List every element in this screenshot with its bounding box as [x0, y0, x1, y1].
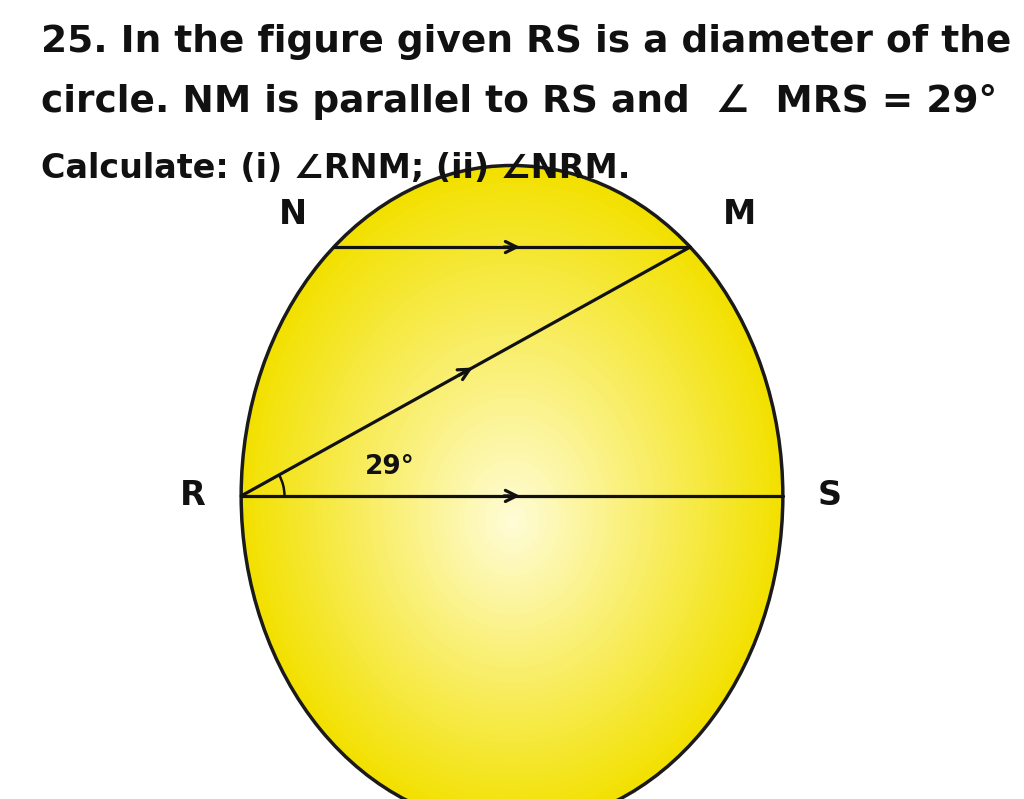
Ellipse shape — [492, 496, 532, 546]
Ellipse shape — [437, 425, 587, 606]
Ellipse shape — [356, 317, 668, 698]
Text: 25. In the figure given RS is a diameter of the: 25. In the figure given RS is a diameter… — [41, 24, 1012, 60]
Ellipse shape — [499, 505, 525, 539]
Ellipse shape — [417, 398, 607, 629]
Ellipse shape — [343, 300, 681, 713]
Ellipse shape — [255, 183, 769, 799]
Ellipse shape — [411, 389, 613, 637]
Ellipse shape — [315, 264, 709, 743]
Ellipse shape — [275, 210, 749, 789]
Ellipse shape — [323, 272, 701, 735]
Text: S: S — [818, 479, 842, 512]
Ellipse shape — [505, 514, 519, 531]
Ellipse shape — [431, 415, 593, 614]
Ellipse shape — [268, 201, 756, 796]
Ellipse shape — [302, 246, 722, 758]
Ellipse shape — [261, 193, 763, 799]
Ellipse shape — [289, 228, 735, 773]
Ellipse shape — [329, 282, 695, 728]
Ellipse shape — [242, 165, 782, 799]
Ellipse shape — [248, 174, 776, 799]
Ellipse shape — [403, 380, 621, 644]
Ellipse shape — [390, 362, 634, 659]
Ellipse shape — [465, 460, 559, 576]
Text: 29°: 29° — [365, 455, 415, 480]
Text: circle. NM is parallel to RS and  ∠  MRS = 29°: circle. NM is parallel to RS and ∠ MRS =… — [41, 84, 997, 120]
Ellipse shape — [451, 443, 573, 591]
Ellipse shape — [242, 165, 782, 799]
Ellipse shape — [282, 219, 742, 781]
Ellipse shape — [458, 451, 566, 584]
Ellipse shape — [295, 237, 729, 765]
Text: N: N — [279, 198, 307, 231]
Ellipse shape — [349, 308, 675, 705]
Ellipse shape — [370, 336, 654, 682]
Text: R: R — [180, 479, 206, 512]
Ellipse shape — [397, 371, 627, 652]
Text: Calculate: (i) ∠RNM; (ii) ∠NRM.: Calculate: (i) ∠RNM; (ii) ∠NRM. — [41, 152, 631, 185]
Ellipse shape — [377, 344, 647, 674]
Ellipse shape — [478, 479, 546, 561]
Ellipse shape — [424, 407, 600, 622]
Ellipse shape — [383, 353, 641, 667]
Ellipse shape — [309, 255, 715, 750]
Text: M: M — [723, 198, 756, 231]
Ellipse shape — [364, 326, 660, 690]
Ellipse shape — [471, 469, 553, 569]
Ellipse shape — [485, 487, 539, 554]
Ellipse shape — [336, 291, 688, 720]
Ellipse shape — [444, 434, 580, 598]
